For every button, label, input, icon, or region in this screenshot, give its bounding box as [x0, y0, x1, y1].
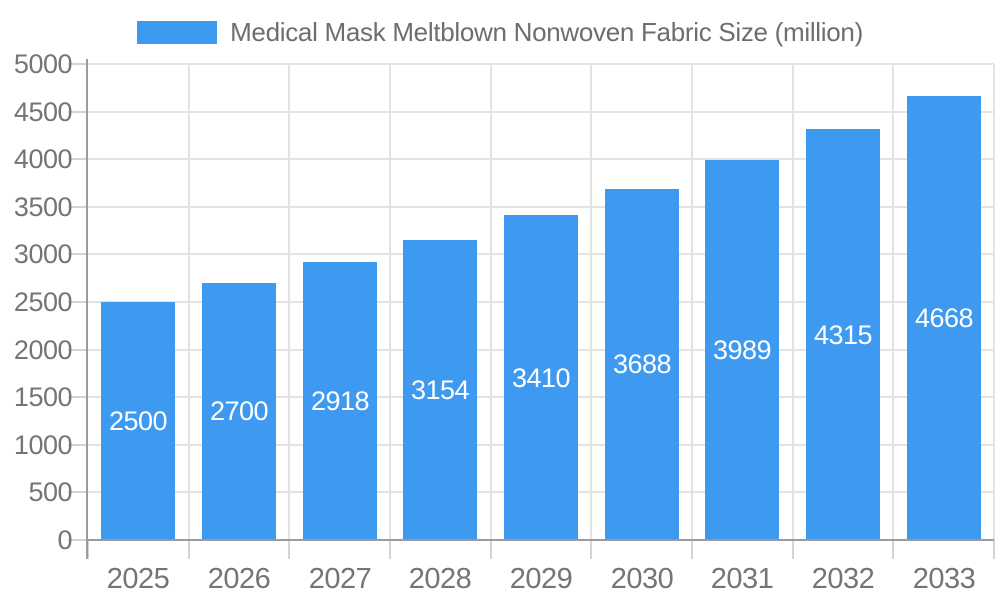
bar-value-label: 2918 [310, 386, 370, 416]
gridline-vertical [892, 64, 894, 540]
x-axis-tick-label: 2030 [610, 563, 674, 595]
bar-value-label: 2500 [108, 406, 168, 436]
y-axis-line [86, 59, 88, 559]
gridline-horizontal [88, 63, 994, 65]
bar-value-label: 3154 [410, 375, 470, 405]
bar[interactable] [202, 283, 276, 539]
x-axis-tick [691, 540, 693, 559]
y-axis-tick [68, 111, 88, 113]
x-axis-tick [993, 540, 995, 559]
bar[interactable] [403, 240, 477, 539]
x-axis-line [86, 539, 994, 541]
y-axis-tick-label: 3000 [13, 239, 73, 269]
y-axis-tick [68, 491, 88, 493]
gridline-horizontal [88, 206, 994, 208]
bar-value-label: 3989 [712, 335, 772, 365]
legend[interactable]: Medical Mask Meltblown Nonwoven Fabric S… [0, 16, 1000, 47]
bar-value-label: 3410 [511, 363, 571, 393]
x-axis-tick [792, 540, 794, 559]
y-axis-tick-label: 4500 [13, 97, 73, 127]
gridline-vertical [590, 64, 592, 540]
gridline-horizontal [88, 158, 994, 160]
bar[interactable] [907, 96, 981, 539]
bar[interactable] [101, 302, 175, 539]
gridline-vertical [792, 64, 794, 540]
bar-value-label: 2700 [209, 396, 269, 426]
y-axis-tick [68, 539, 88, 541]
y-axis-tick-label: 3500 [13, 192, 73, 222]
legend-label: Medical Mask Meltblown Nonwoven Fabric S… [230, 16, 863, 47]
bar[interactable] [705, 160, 779, 539]
bar-value-label: 4668 [914, 303, 974, 333]
y-axis-tick-label: 0 [57, 525, 72, 555]
x-axis-tick [87, 540, 89, 559]
x-axis-tick [892, 540, 894, 559]
x-axis-tick [188, 540, 190, 559]
gridline-horizontal [88, 111, 994, 113]
y-axis-tick [68, 206, 88, 208]
gridline-vertical [188, 64, 190, 540]
x-axis-tick-label: 2029 [509, 563, 573, 595]
y-axis-tick [68, 301, 88, 303]
y-axis-tick [68, 63, 88, 65]
y-axis-tick [68, 253, 88, 255]
x-axis-tick-label: 2025 [106, 563, 170, 595]
y-axis-tick-label: 2500 [13, 287, 73, 317]
y-axis-tick-label: 1500 [13, 382, 73, 412]
y-axis-tick-label: 2000 [13, 335, 73, 365]
x-axis-tick-label: 2031 [710, 563, 774, 595]
y-axis-tick [68, 158, 88, 160]
x-axis-tick-label: 2027 [308, 563, 372, 595]
bar-value-label: 4315 [813, 320, 873, 350]
gridline-vertical [993, 64, 995, 540]
x-axis-tick [590, 540, 592, 559]
gridline-vertical [389, 64, 391, 540]
bar[interactable] [605, 189, 679, 539]
x-axis-tick-label: 2028 [408, 563, 472, 595]
x-axis-tick-label: 2033 [912, 563, 976, 595]
gridline-vertical [490, 64, 492, 540]
gridline-vertical [691, 64, 693, 540]
y-axis-tick-label: 1000 [13, 430, 73, 460]
y-axis-tick-label: 4000 [13, 144, 73, 174]
y-axis-tick-label: 5000 [13, 49, 73, 79]
bar-value-label: 3688 [612, 349, 672, 379]
bar[interactable] [303, 262, 377, 539]
bar[interactable] [504, 215, 578, 539]
y-axis-tick-label: 500 [28, 477, 72, 507]
y-axis-tick [68, 444, 88, 446]
x-axis-tick [490, 540, 492, 559]
x-axis-tick-label: 2032 [811, 563, 875, 595]
y-axis-tick [68, 349, 88, 351]
x-axis-tick-label: 2026 [207, 563, 271, 595]
legend-swatch [137, 20, 218, 44]
x-axis-tick [389, 540, 391, 559]
bar[interactable] [806, 129, 880, 539]
gridline-vertical [288, 64, 290, 540]
y-axis-tick [68, 396, 88, 398]
x-axis-tick [288, 540, 290, 559]
